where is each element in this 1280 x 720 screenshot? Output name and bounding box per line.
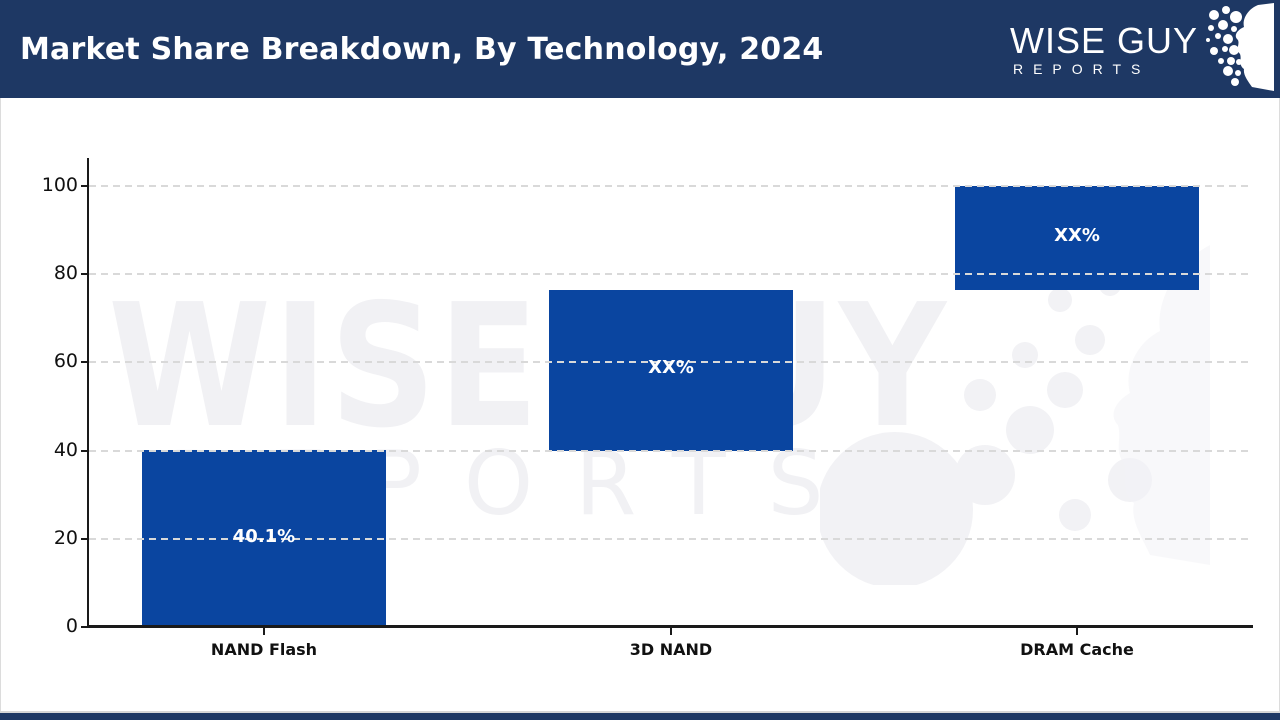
brand-logo-text: WISE GUY REPORTS [1009, 19, 1198, 77]
y-tick-label: 0 [65, 615, 78, 637]
y-tick-label: 60 [53, 350, 78, 373]
footer-divider [0, 711, 1280, 713]
bar-value-label: XX% [1054, 224, 1100, 246]
gridline [89, 185, 1253, 187]
y-tick-label: 20 [53, 526, 78, 549]
y-tick-mark [81, 273, 88, 276]
brand-face-icon [1200, 2, 1274, 96]
x-tick-label: DRAM Cache [1020, 640, 1134, 659]
x-tick-mark [263, 628, 265, 635]
x-tick-mark [1076, 628, 1078, 635]
x-tick-mark [670, 628, 672, 635]
y-tick-mark [81, 449, 88, 452]
x-tick-label: 3D NAND [629, 640, 713, 659]
bar-segment [549, 290, 793, 451]
x-axis-line [87, 625, 1253, 628]
y-tick-mark [81, 626, 88, 628]
y-tick-mark [81, 185, 88, 187]
y-tick-label: 80 [53, 262, 78, 285]
gridline [89, 449, 1253, 452]
x-tick-label: NAND Flash [210, 640, 318, 659]
y-axis-line [87, 158, 89, 627]
bar-value-label: 40.1% [232, 525, 296, 547]
footer-bar [0, 713, 1280, 720]
gridline [89, 537, 1253, 540]
y-tick-mark [81, 361, 88, 364]
y-tick-label: 100 [41, 174, 78, 196]
y-tick-mark [81, 537, 88, 540]
brand-logo: WISE GUY REPORTS [1009, 2, 1274, 96]
y-tick-label: 40 [53, 438, 78, 461]
gridline [89, 361, 1253, 364]
brand-name: WISE GUY [1009, 19, 1198, 61]
brand-subname: REPORTS [1012, 60, 1151, 77]
header-bar: Market Share Breakdown, By Technology, 2… [0, 0, 1280, 98]
page-title: Market Share Breakdown, By Technology, 2… [20, 31, 824, 67]
bar-value-label: XX% [648, 357, 694, 379]
gridline [89, 273, 1253, 276]
